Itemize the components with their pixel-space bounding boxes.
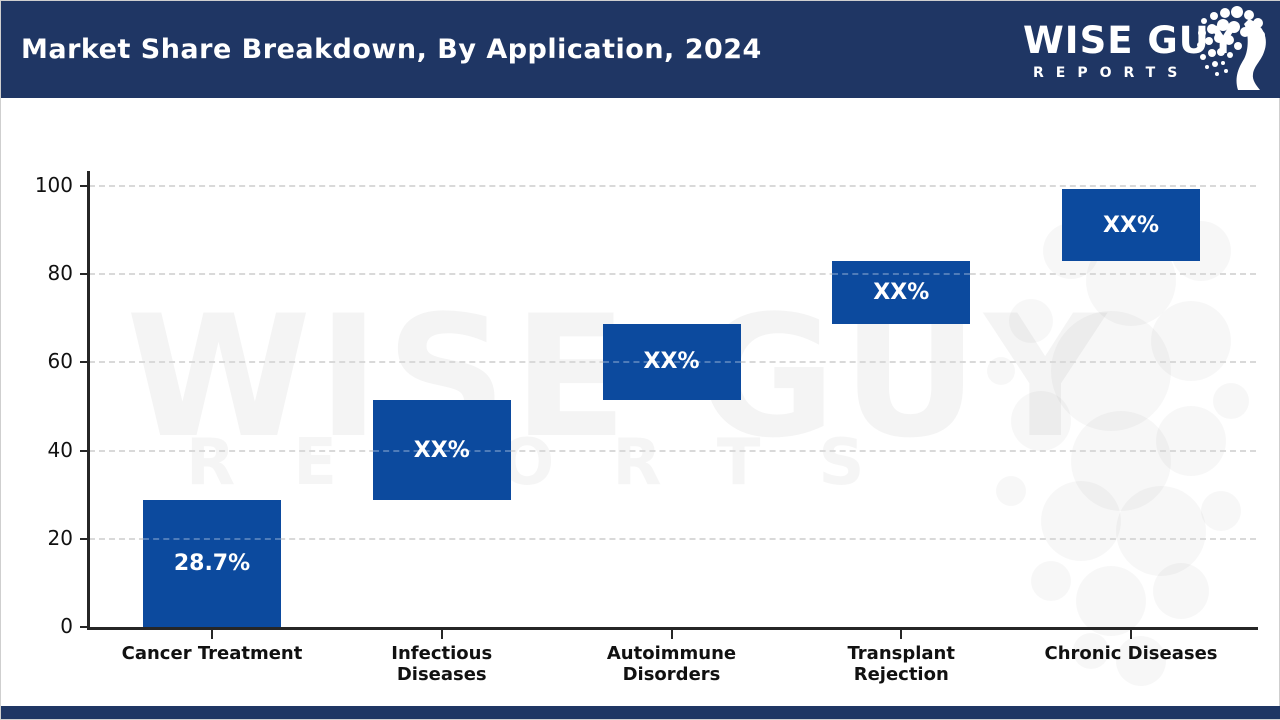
y-tick-label: 80 bbox=[47, 261, 73, 286]
y-tick bbox=[80, 361, 89, 364]
y-tick bbox=[80, 449, 89, 452]
logo-reports-text: REPORTS bbox=[1033, 65, 1189, 81]
x-tick bbox=[900, 630, 903, 639]
bar-transplant: XX% bbox=[832, 261, 971, 324]
bar-autoimmune: XX% bbox=[602, 323, 741, 400]
bar-label: XX% bbox=[413, 437, 470, 463]
y-tick-label: 100 bbox=[34, 173, 73, 197]
bar-gridline-dash bbox=[602, 361, 741, 364]
x-tick bbox=[1130, 630, 1132, 639]
bar-gridline-dash bbox=[832, 273, 971, 276]
y-tick bbox=[80, 273, 89, 276]
bar-cancer-treatment: 28.7% bbox=[143, 500, 281, 627]
bar-gridline-dash bbox=[143, 537, 281, 540]
y-tick-label: 0 bbox=[60, 614, 73, 638]
watermark-reports: REPORTS bbox=[186, 426, 922, 500]
bar-label: 28.7% bbox=[173, 551, 251, 577]
y-tick-label: 60 bbox=[47, 349, 73, 374]
gridline bbox=[89, 449, 1256, 452]
x-axis-spine bbox=[87, 627, 1258, 630]
bar-infectious: XX% bbox=[372, 399, 511, 501]
x-tick-label-transplant: Transplant Rejection bbox=[847, 643, 955, 685]
bar-label: XX% bbox=[873, 279, 930, 305]
header-bar: Market Share Breakdown, By Application, … bbox=[1, 1, 1280, 98]
x-tick-label-cancer-treatment: Cancer Treatment bbox=[121, 643, 303, 664]
y-axis-spine bbox=[87, 171, 90, 629]
x-tick bbox=[211, 630, 213, 639]
y-tick bbox=[80, 185, 89, 187]
x-tick-label-chronic-diseases: Chronic Diseases bbox=[1044, 643, 1218, 664]
x-tick bbox=[440, 630, 443, 639]
footer-bar bbox=[1, 706, 1280, 719]
y-tick-label: 20 bbox=[47, 525, 73, 550]
y-tick-label: 40 bbox=[47, 437, 73, 462]
bar-chronic-diseases: XX% bbox=[1062, 188, 1200, 262]
chart-area: 0 20 40 60 80 100 28.7% Cancer Treatment XX% Infe… bbox=[1, 98, 1280, 708]
logo-face-icon bbox=[1197, 6, 1266, 90]
x-tick-label-infectious: Infectious Diseases bbox=[391, 643, 493, 685]
y-tick bbox=[80, 626, 89, 628]
gridline bbox=[89, 273, 1256, 276]
wise-guy-logo: WISE GUY REPORTS bbox=[1023, 6, 1266, 90]
bar-gridline-dash bbox=[372, 449, 511, 452]
bar-label: XX% bbox=[643, 349, 700, 375]
gridline bbox=[89, 537, 1256, 540]
page-title: Market Share Breakdown, By Application, … bbox=[21, 34, 762, 65]
bar-label: XX% bbox=[1103, 212, 1159, 238]
x-tick bbox=[670, 630, 673, 639]
gridline bbox=[89, 185, 1256, 187]
x-tick-label-autoimmune: Autoimmune Disorders bbox=[606, 643, 737, 685]
y-tick bbox=[80, 537, 89, 540]
